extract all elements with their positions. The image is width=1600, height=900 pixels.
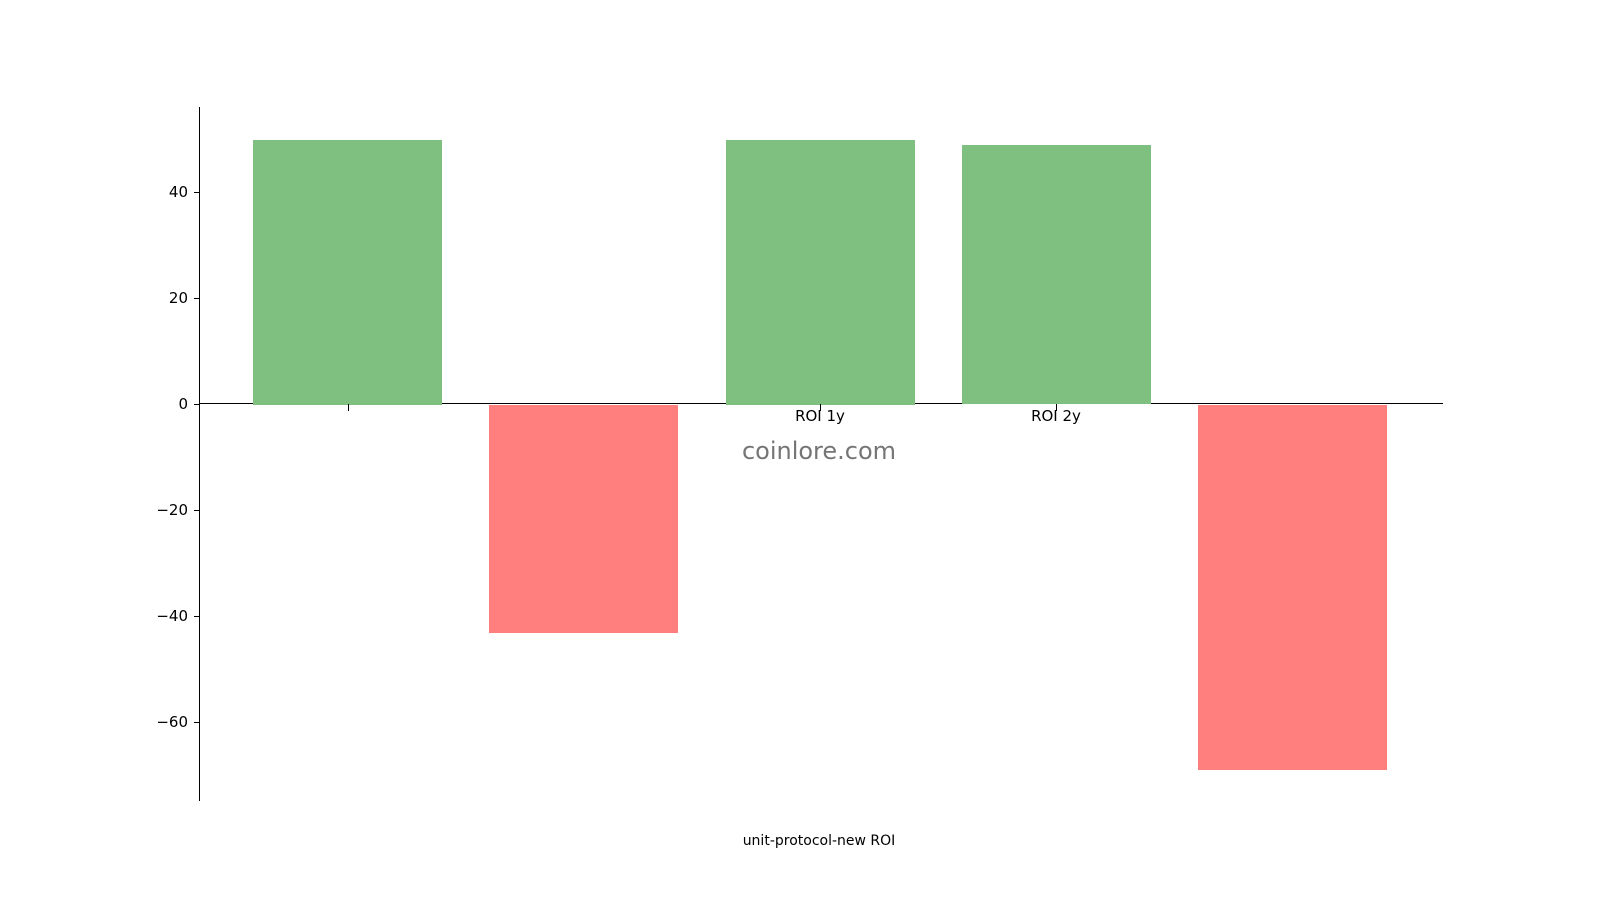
x-tick-label: ROI 1y — [795, 407, 845, 425]
y-tick-label: 0 — [178, 395, 188, 413]
y-tick-mark — [194, 510, 200, 511]
bar-2 — [489, 405, 678, 633]
bar-4 — [962, 145, 1151, 404]
y-tick-label: −40 — [156, 607, 188, 625]
y-axis-spine — [199, 107, 200, 801]
x-tick-mark — [348, 404, 349, 411]
y-tick-label: −20 — [156, 501, 188, 519]
y-tick-label: 20 — [168, 289, 188, 307]
x-tick-mark — [820, 404, 821, 411]
y-tick-label: −60 — [156, 713, 188, 731]
y-tick-mark — [194, 298, 200, 299]
y-tick-mark — [194, 722, 200, 723]
x-tick-label: ROI 2y — [1031, 407, 1081, 425]
y-tick-mark — [194, 404, 200, 405]
x-tick-mark — [1056, 404, 1057, 411]
bar-3 — [726, 140, 915, 405]
y-tick-mark — [194, 192, 200, 193]
y-tick-label: 40 — [168, 183, 188, 201]
bar-5 — [1198, 405, 1387, 770]
x-axis-title: unit-protocol-new ROI — [742, 833, 896, 849]
bar-1 — [253, 140, 442, 405]
watermark: coinlore.com — [741, 437, 897, 465]
y-tick-mark — [194, 616, 200, 617]
